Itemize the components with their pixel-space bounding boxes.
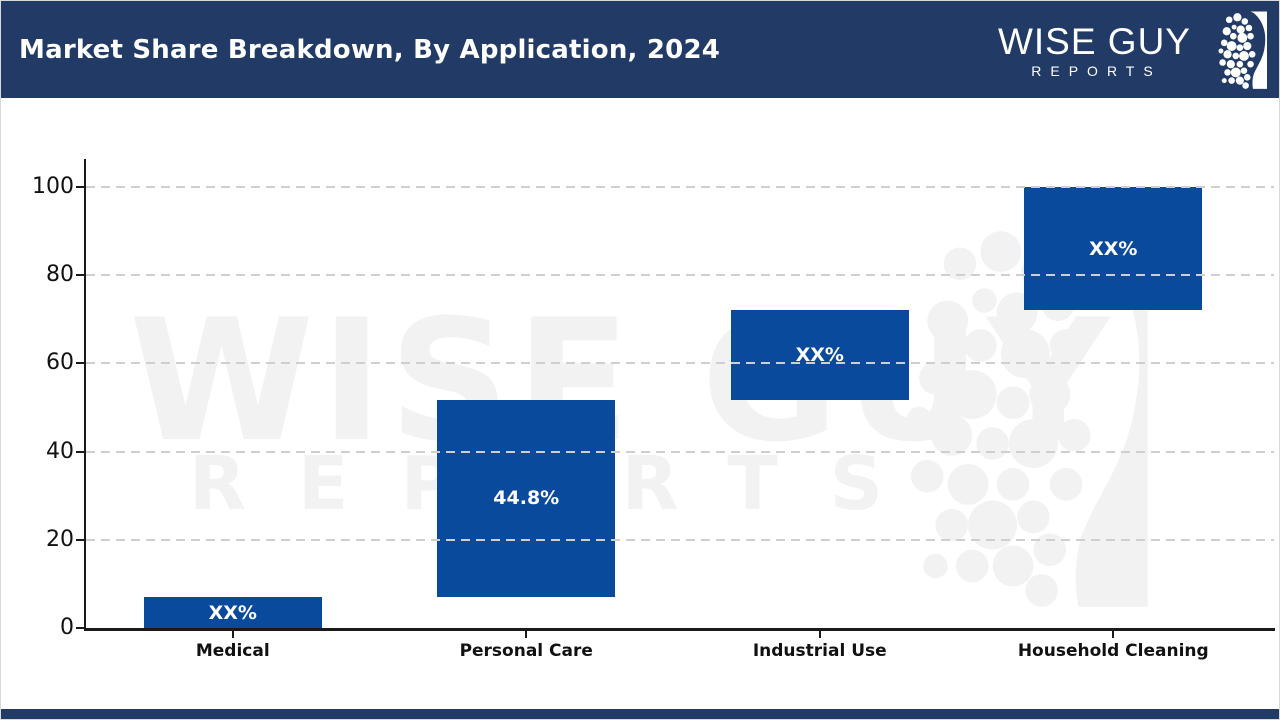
y-tick-mark <box>76 186 84 188</box>
wiseguy-logo: WISE GUY REPORTS <box>998 11 1267 91</box>
x-axis-line <box>84 628 1275 631</box>
x-category-label-industrial-use: Industrial Use <box>752 641 887 661</box>
y-tick-label: 40 <box>46 438 74 464</box>
x-tick-mark <box>525 631 528 638</box>
y-tick-label: 100 <box>32 174 74 199</box>
logo-wordmark: WISE GUY REPORTS <box>997 21 1191 79</box>
x-category-label-household-cleaning: Household Cleaning <box>1017 641 1209 661</box>
logo-subtitle: REPORTS <box>1031 62 1162 79</box>
bar-medical <box>143 597 322 628</box>
bar-value-label-personal-care: 44.8% <box>493 487 560 510</box>
gridline-40 <box>86 450 1274 453</box>
y-tick-mark <box>76 538 84 541</box>
bar-value-label-medical: XX% <box>208 601 257 624</box>
header-bar: Market Share Breakdown, By Application, … <box>1 1 1279 98</box>
y-tick-label: 0 <box>60 615 74 640</box>
wiseguy-face-icon <box>1218 11 1267 89</box>
x-tick-mark <box>231 631 234 638</box>
gridline-80 <box>86 274 1274 277</box>
x-category-label-medical: Medical <box>195 641 270 661</box>
x-category-label-personal-care: Personal Care <box>459 641 593 661</box>
y-tick-label: 80 <box>46 262 74 288</box>
y-tick-mark <box>76 274 84 277</box>
gridline-60 <box>86 362 1274 365</box>
y-tick-mark <box>76 627 84 629</box>
logo-title: WISE GUY <box>997 21 1191 63</box>
y-tick-mark <box>76 450 84 453</box>
gridline-100 <box>86 186 1274 188</box>
page-title: Market Share Breakdown, By Application, … <box>19 34 721 65</box>
y-tick-mark <box>76 362 84 365</box>
bar-industrial-use <box>730 310 909 400</box>
x-tick-mark <box>818 631 821 638</box>
bar-household-cleaning <box>1024 187 1203 311</box>
footer-bar <box>1 709 1279 719</box>
x-tick-mark <box>1112 631 1115 638</box>
gridline-20 <box>86 538 1274 541</box>
y-tick-label: 60 <box>46 350 74 376</box>
y-axis-line <box>84 159 86 630</box>
bar-personal-care <box>437 399 616 598</box>
bar-value-label-industrial-use: XX% <box>795 344 844 367</box>
y-tick-label: 20 <box>46 526 74 552</box>
bar-value-label-household-cleaning: XX% <box>1089 237 1138 260</box>
